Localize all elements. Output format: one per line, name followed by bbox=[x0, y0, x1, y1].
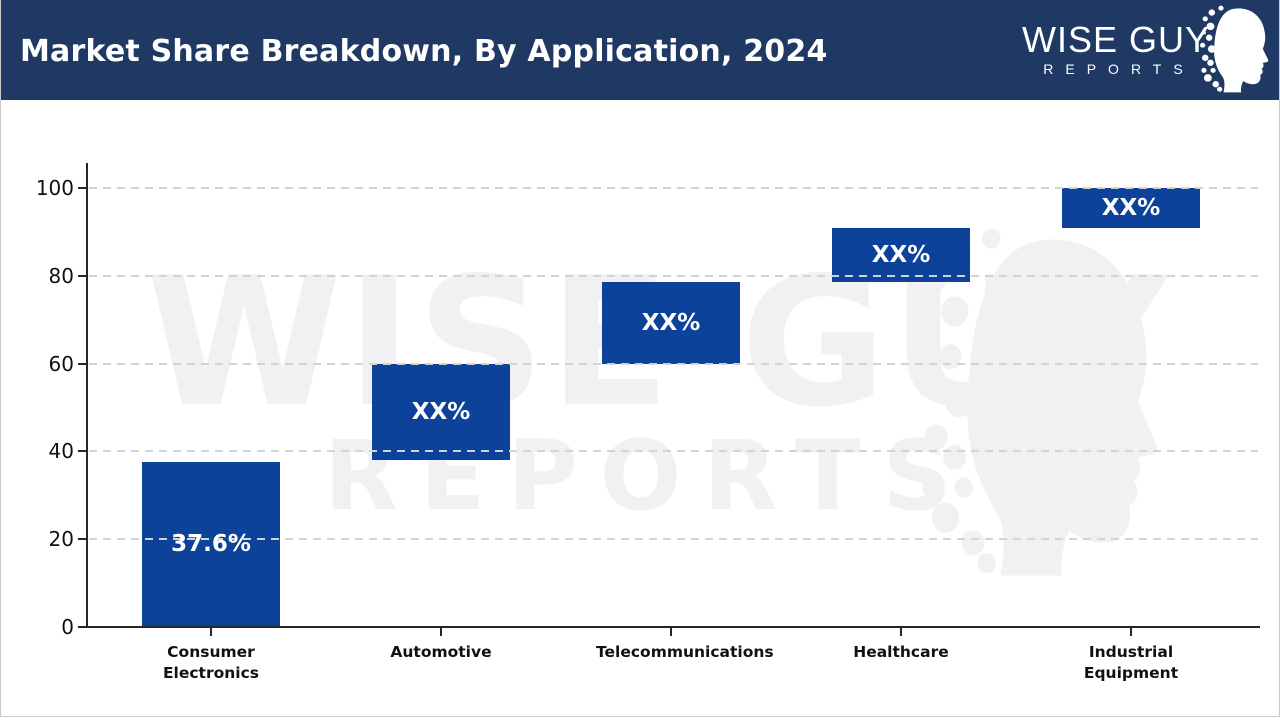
bar-healthcare bbox=[832, 227, 970, 283]
y-tick-mark bbox=[78, 538, 86, 541]
y-tick-label: 40 bbox=[48, 439, 74, 464]
bar-value-label: XX% bbox=[411, 398, 471, 425]
gridline bbox=[89, 274, 1258, 277]
logo-wordmark: WISE GUY bbox=[1021, 19, 1210, 61]
gridline bbox=[89, 450, 1258, 453]
y-tick-label: 100 bbox=[35, 176, 74, 200]
y-axis-line bbox=[86, 163, 88, 628]
gridline bbox=[89, 538, 1258, 541]
x-tick-mark bbox=[210, 628, 212, 636]
y-tick-label: 80 bbox=[48, 263, 74, 288]
x-tick-mark bbox=[1130, 628, 1132, 636]
bar-automotive bbox=[372, 363, 510, 461]
bar-value-label: 37.6% bbox=[171, 531, 251, 558]
y-tick-mark bbox=[78, 626, 86, 628]
logo-subtitle: REPORTS bbox=[1043, 60, 1195, 77]
chart-title: Market Share Breakdown, By Application, … bbox=[20, 34, 828, 69]
logo-head-icon bbox=[1200, 5, 1272, 93]
gridline bbox=[89, 187, 1258, 189]
x-category-label: Healthcare bbox=[853, 643, 949, 661]
y-tick-mark bbox=[78, 362, 86, 365]
x-category-label: Telecommunications bbox=[596, 643, 774, 661]
bar-consumer-electronics bbox=[142, 461, 280, 627]
gridline bbox=[89, 362, 1258, 365]
bar-value-label: XX% bbox=[1101, 194, 1161, 221]
bar-telecommunications bbox=[602, 282, 740, 364]
y-tick-mark bbox=[78, 274, 86, 277]
x-tick-mark bbox=[440, 628, 442, 636]
x-tick-mark bbox=[670, 628, 672, 636]
bar-value-label: XX% bbox=[871, 241, 931, 268]
y-tick-mark bbox=[78, 187, 86, 189]
wise-guy-logo: WISE GUY REPORTS bbox=[1022, 5, 1272, 93]
y-tick-label: 20 bbox=[48, 527, 74, 552]
bar-value-label: XX% bbox=[641, 309, 701, 336]
x-category-label: Industrial Equipment bbox=[1083, 643, 1179, 682]
x-axis-line bbox=[86, 626, 1260, 628]
y-tick-mark bbox=[78, 450, 86, 453]
header: Market Share Breakdown, By Application, … bbox=[0, 0, 1280, 100]
bar-industrial-equipment bbox=[1062, 188, 1200, 228]
x-tick-mark bbox=[900, 628, 902, 636]
x-category-label: Consumer Electronics bbox=[162, 643, 260, 682]
y-tick-label: 0 bbox=[61, 615, 74, 639]
logo-text: WISE GUY REPORTS bbox=[1022, 21, 1210, 77]
y-tick-label: 60 bbox=[48, 351, 74, 376]
x-category-label: Automotive bbox=[390, 643, 492, 661]
